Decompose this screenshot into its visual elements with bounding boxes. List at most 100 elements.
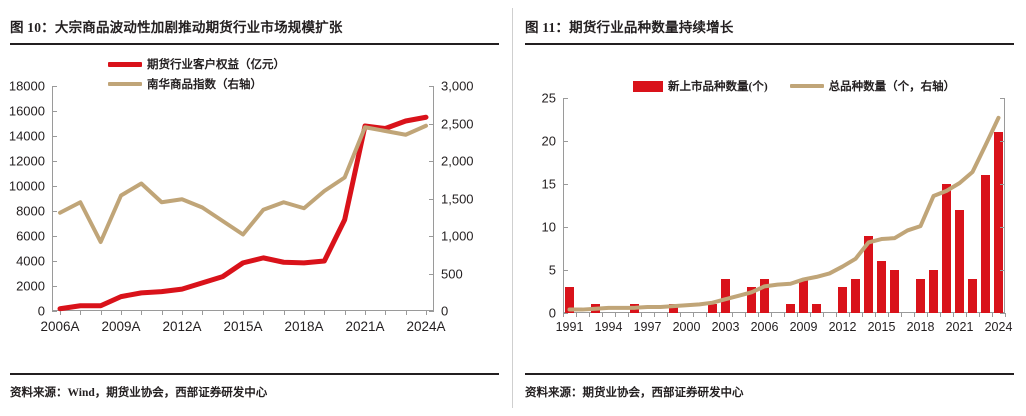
figure-11-xtick <box>992 313 993 317</box>
legend-label-nanhua-index: 南华商品指数（右轴） <box>147 79 262 91</box>
figure-10-xtick <box>182 311 183 315</box>
figure-11-ylabel: 15 <box>541 176 556 192</box>
figure-10-ylabel-right: 2,000 <box>441 153 474 169</box>
figure-10-ytick-left <box>52 136 57 137</box>
figure-10-ytick-left <box>52 211 57 212</box>
figure-10-xtick <box>283 311 285 315</box>
figure-11-xtick <box>914 313 915 317</box>
legend-label-total-products: 总品种数量（个，右轴） <box>828 81 956 93</box>
figure-10-xlabel: 2009A <box>101 319 141 334</box>
figure-11-bar <box>708 304 717 313</box>
figure-11-ytick-left <box>563 227 568 228</box>
figure-11-xtick <box>966 313 967 317</box>
figure-11-xtick <box>745 313 746 317</box>
figure-10-xtick <box>100 311 102 315</box>
figure-10-xtick <box>344 311 346 315</box>
figure-11-title-rule <box>525 43 1014 45</box>
figure-10-plot-area: 0 2000 4000 6000 8000 10000 12000 14000 16000 180… <box>9 79 474 335</box>
figure-10-ytick-left <box>52 261 57 262</box>
figure-10-ylabel-left: 2000 <box>16 278 45 294</box>
figure-10-ylabel-left: 0 <box>37 303 45 319</box>
figure-11-plot: 0 5 10 15 20 25 1991 1994 1997 2000 2003 2006 2009 20… <box>542 91 1013 335</box>
figure-10-ylabel-right: 0 <box>441 303 449 319</box>
figure-11-bar <box>955 209 964 313</box>
figure-10-xtick <box>243 311 244 315</box>
legend-item-client-equity: 期货行业客户权益（亿元） <box>108 56 285 72</box>
figure-11-ytick-right <box>1000 227 1005 228</box>
figure-11-xtick <box>797 313 798 317</box>
legend-swatch-red-line <box>108 61 142 67</box>
figure-11-xtick <box>719 313 720 317</box>
figure-10-ylabel-left: 8000 <box>16 203 45 219</box>
figure-11-xtick <box>563 313 564 317</box>
figure-10-ytick-right <box>429 198 434 200</box>
figure-10-ytick-left <box>52 186 57 187</box>
figure-11-bar <box>747 287 756 313</box>
figure-11-xlabel: 2015 <box>867 320 896 334</box>
figure-11-bar <box>942 184 951 313</box>
figure-11-xtick <box>693 313 694 317</box>
figure-10-xlabel: 2006A <box>40 319 80 334</box>
figure-11-ytick-right <box>1000 98 1005 99</box>
figure-11-plot-area: 0 5 10 15 20 25 1991 1994 1997 2000 2003 2006 2009 20… <box>542 91 1013 335</box>
figure-10-ylabel-right: 1,000 <box>441 228 474 244</box>
figure-11-xtick <box>758 313 759 317</box>
figure-11-xtick <box>823 313 824 317</box>
figure-10-xlabel: 2021A <box>345 319 385 334</box>
figure-10-ylabel-left: 18000 <box>8 78 45 94</box>
figure-10-ytick-right <box>429 123 434 125</box>
figure-10-xtick <box>141 311 143 315</box>
figure-11-xlabel: 2021 <box>945 320 974 334</box>
figure-11-bar <box>669 304 678 313</box>
legend-swatch-tan-line <box>108 82 142 86</box>
legend-item-total-products: 总品种数量（个，右轴） <box>789 78 956 94</box>
figure-11-ylabel: 10 <box>541 219 556 235</box>
figure-11-bar <box>890 270 899 313</box>
figure-10-xtick <box>202 311 204 315</box>
figure-11-panel: 图 11：期货行业品种数量持续增长 新上市品种数量(个) 总品种数量（个，右轴）… <box>513 0 1026 416</box>
figure-11-bar <box>916 278 925 313</box>
figure-11-legend: 新上市品种数量(个) 总品种数量（个，右轴） <box>633 78 977 94</box>
figure-11-ytick-right <box>1000 141 1005 142</box>
figure-10-xlabel: 2018A <box>284 319 324 334</box>
figure-10-ytick-left <box>52 286 57 287</box>
figure-10-ytick-left <box>52 236 57 237</box>
figure-11-xtick <box>979 313 980 317</box>
figure-11-xlabel: 1991 <box>555 320 584 334</box>
figure-11-xtick <box>784 313 785 317</box>
figure-11-ytick-left <box>563 98 568 99</box>
figure-10-xtick <box>426 311 427 315</box>
figure-11-xtick <box>849 313 850 317</box>
figure-11-xlabel: 2018 <box>906 320 935 334</box>
figure-10-ylabel-left: 12000 <box>8 153 45 169</box>
figure-10-ytick-right <box>429 236 434 237</box>
figure-10-ylabel-left: 6000 <box>16 228 45 244</box>
figure-11-series-svg <box>567 115 1001 312</box>
figure-11-bar <box>981 175 990 313</box>
figure-11-bar <box>864 235 873 313</box>
figure-10-ylabel-left: 10000 <box>8 178 45 194</box>
figure-10-xtick <box>365 311 366 315</box>
figure-11-bar <box>565 287 574 313</box>
figure-10-ytick-left <box>52 161 57 162</box>
figure-11-bar <box>877 261 886 313</box>
figure-10-xtick <box>324 311 326 315</box>
figure-11-line-series <box>567 115 1001 312</box>
figure-11-xtick <box>888 313 889 317</box>
figure-11-xtick <box>810 313 811 317</box>
figure-11-bar <box>812 304 821 313</box>
figure-11-xtick <box>602 313 603 317</box>
figure-11-xtick <box>576 313 577 317</box>
figure-10-title: 图 10：大宗商品波动性加剧推动期货行业市场规模扩张 <box>10 20 343 35</box>
figure-11-xtick <box>732 313 733 317</box>
figure-10-line-series-1 <box>58 123 428 244</box>
figure-11-bar <box>838 287 847 313</box>
figure-11-xtick <box>706 313 707 317</box>
figure-10-xtick <box>222 311 224 315</box>
figure-11-ylabel: 25 <box>541 90 556 106</box>
figure-10-legend: 期货行业客户权益（亿元） 南华商品指数（右轴） <box>108 56 285 96</box>
figure-11-xlabel: 2012 <box>828 320 857 334</box>
figure-11-bar <box>929 270 938 313</box>
figure-10-ytick-right <box>429 273 434 275</box>
